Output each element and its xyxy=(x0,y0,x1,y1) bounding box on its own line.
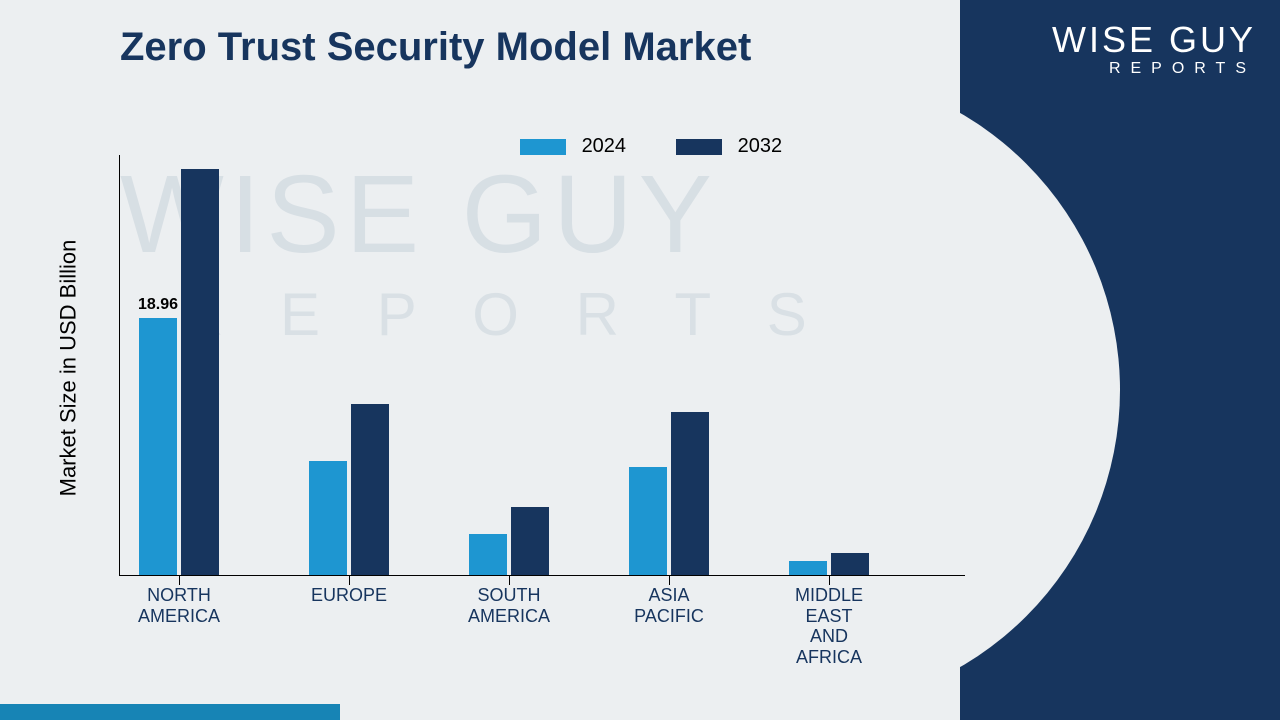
bar-chart: Market Size in USD Billion 18.96NORTHAME… xyxy=(95,155,965,675)
x-tick xyxy=(669,575,670,585)
bar-2024 xyxy=(629,467,667,575)
brand-logo: WISE GUY REPORTS xyxy=(1052,22,1256,78)
bar-2024 xyxy=(139,318,177,575)
category-label: NORTHAMERICA xyxy=(124,585,234,626)
bar-2032 xyxy=(351,404,389,575)
chart-title: Zero Trust Security Model Market xyxy=(120,25,751,70)
bar-2024 xyxy=(469,534,507,575)
plot-area: 18.96NORTHAMERICAEUROPESOUTHAMERICAASIAP… xyxy=(119,155,965,575)
brand-bottom-text: REPORTS xyxy=(1052,60,1256,78)
category-label: SOUTHAMERICA xyxy=(454,585,564,626)
legend-label-2032: 2032 xyxy=(738,135,783,157)
legend-swatch-2024 xyxy=(520,139,566,155)
page: WISE GUY REPORTS Zero Trust Security Mod… xyxy=(0,0,1280,720)
bar-2032 xyxy=(671,412,709,575)
category-label: MIDDLEEASTANDAFRICA xyxy=(774,585,884,668)
x-tick xyxy=(179,575,180,585)
category-label: EUROPE xyxy=(294,585,404,606)
bar-value-label: 18.96 xyxy=(128,296,188,314)
x-axis-line xyxy=(119,575,965,576)
bar-2032 xyxy=(181,169,219,575)
x-tick xyxy=(509,575,510,585)
legend-swatch-2032 xyxy=(676,139,722,155)
bar-2032 xyxy=(511,507,549,575)
category-label: ASIAPACIFIC xyxy=(614,585,724,626)
y-axis-label: Market Size in USD Billion xyxy=(55,240,81,497)
brand-top-text: WISE GUY xyxy=(1052,22,1256,58)
bar-2032 xyxy=(831,553,869,575)
x-tick xyxy=(349,575,350,585)
x-tick xyxy=(829,575,830,585)
bar-2024 xyxy=(309,461,347,575)
bar-2024 xyxy=(789,561,827,575)
legend-label-2024: 2024 xyxy=(582,135,627,157)
accent-bar xyxy=(0,704,340,720)
